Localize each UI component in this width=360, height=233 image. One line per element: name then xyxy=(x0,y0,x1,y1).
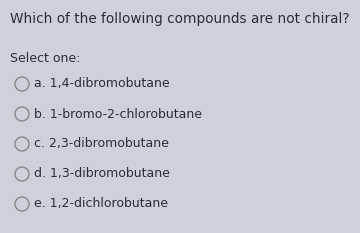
Text: Select one:: Select one: xyxy=(10,52,80,65)
Text: c. 2,3-dibromobutane: c. 2,3-dibromobutane xyxy=(34,137,169,151)
Circle shape xyxy=(15,107,29,121)
Text: a. 1,4-dibromobutane: a. 1,4-dibromobutane xyxy=(34,78,170,90)
Text: Which of the following compounds are not chiral?: Which of the following compounds are not… xyxy=(10,12,350,26)
Text: b. 1-bromo-2-chlorobutane: b. 1-bromo-2-chlorobutane xyxy=(34,107,202,120)
Circle shape xyxy=(15,197,29,211)
Text: e. 1,2-dichlorobutane: e. 1,2-dichlorobutane xyxy=(34,198,168,210)
Circle shape xyxy=(15,167,29,181)
Circle shape xyxy=(15,137,29,151)
Text: d. 1,3-dibromobutane: d. 1,3-dibromobutane xyxy=(34,168,170,181)
Circle shape xyxy=(15,77,29,91)
